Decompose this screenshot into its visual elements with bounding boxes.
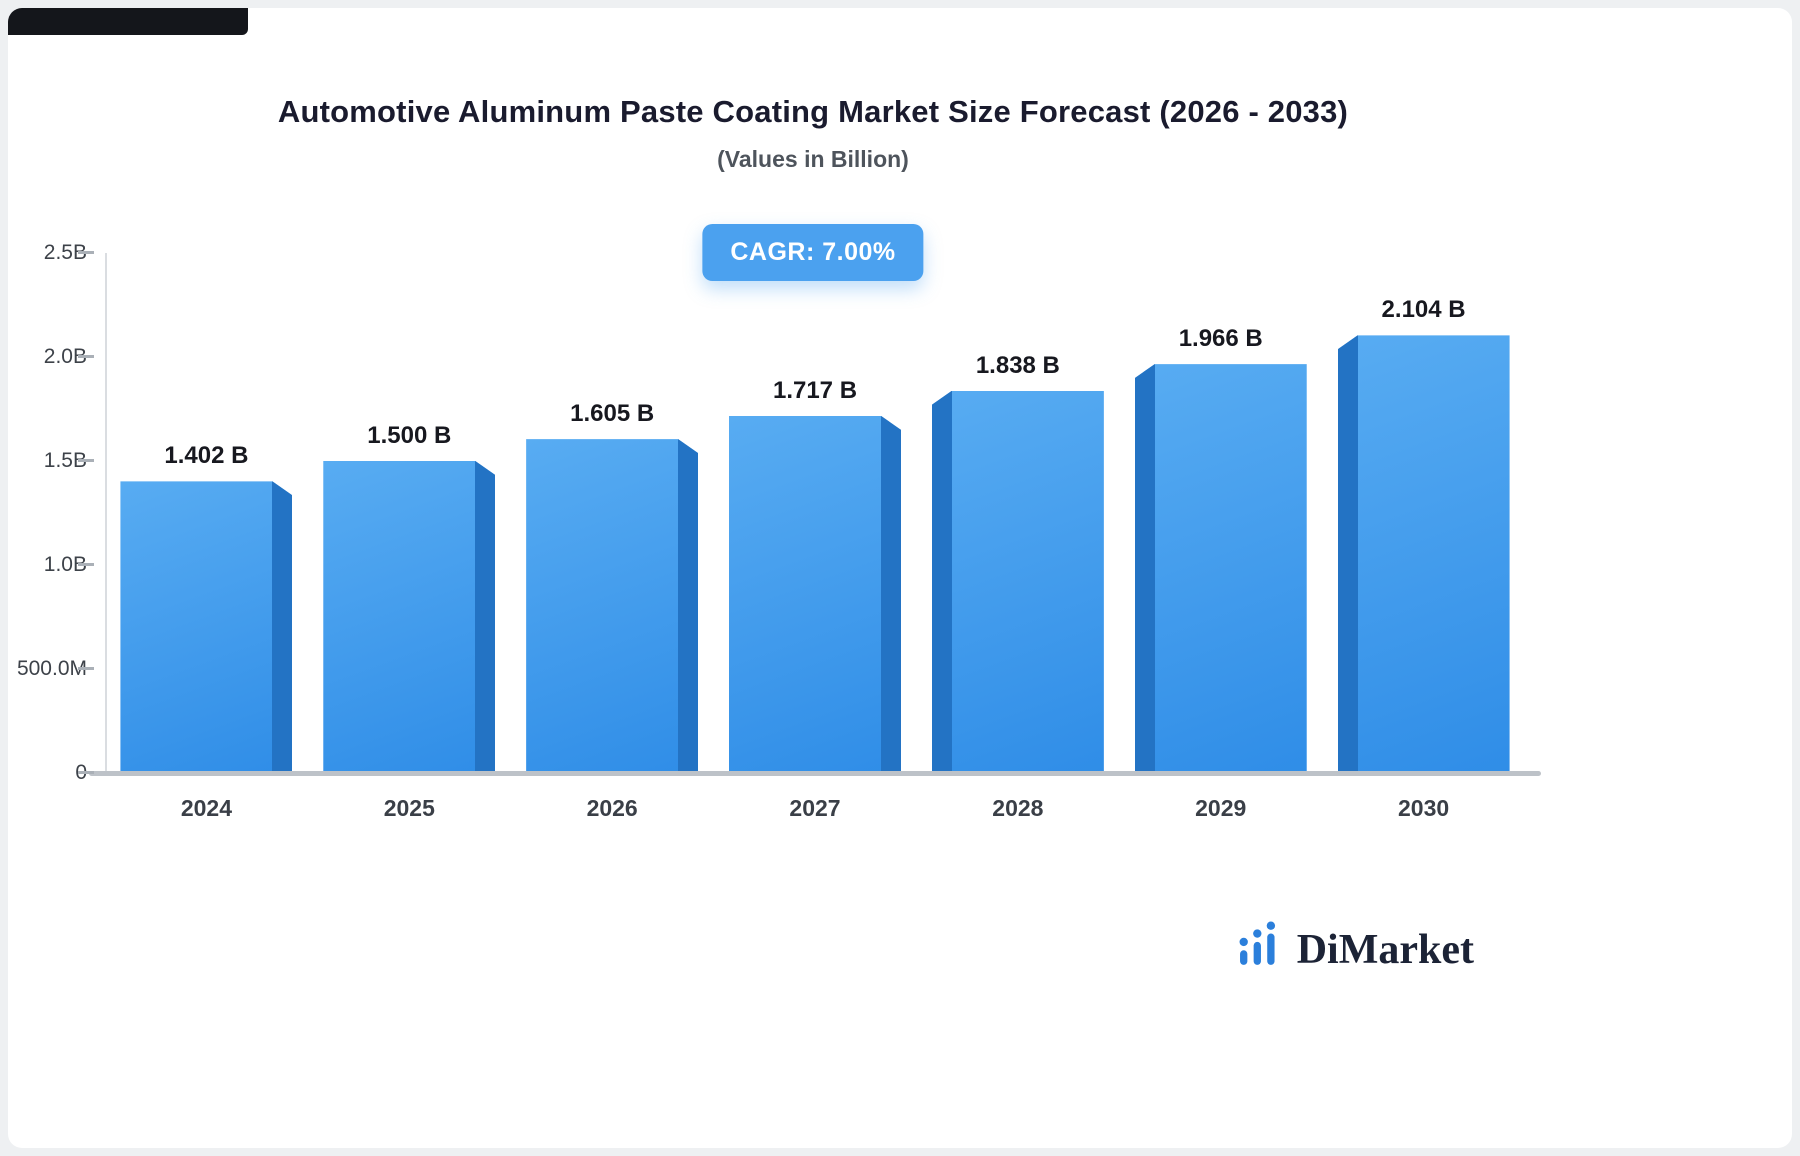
plot-area: 1.402 B 1.500 B 1.605 B 1.717 B 1.838 B 1.966… [17, 242, 1541, 821]
bar-2028 [931, 390, 1104, 773]
y-axis-tick-mark [78, 459, 94, 462]
y-axis-tick-label: 500.0M [16, 657, 87, 680]
bar-2030 [1337, 335, 1510, 773]
logo-text: DiMarket [1296, 927, 1474, 973]
bar-2025 [323, 461, 495, 773]
bar-slot: 1.500 B [308, 422, 511, 773]
dimarket-logo: DiMarket [1239, 921, 1474, 972]
x-axis-labels: 2024 2025 2026 2027 2028 2029 2030 [105, 795, 1525, 822]
y-axis-tick-mark [78, 251, 94, 254]
bar-slot: 2.104 B [1322, 296, 1525, 773]
bars-container: 1.402 B 1.500 B 1.605 B 1.717 B 1.838 B 1.966… [105, 253, 1525, 773]
bar-chart-logo-icon [1239, 921, 1285, 972]
y-axis-tick-mark [78, 355, 94, 358]
bar-slot: 1.717 B [714, 377, 917, 773]
cagr-badge: CAGR: 7.00% [702, 224, 924, 281]
y-axis-tick-label: 1.5B [43, 449, 87, 472]
x-axis-label: 2027 [789, 795, 841, 821]
bar-value-label: 1.966 B [1178, 325, 1263, 353]
bar-2029 [1134, 364, 1307, 773]
bar-slot: 1.966 B [1119, 325, 1322, 773]
x-axis-baseline [89, 771, 1541, 776]
y-axis-tick-label: 1.0B [43, 553, 87, 576]
bar-value-label: 1.605 B [570, 400, 655, 428]
bar-2027 [729, 416, 901, 773]
y-axis-tick-mark [78, 667, 94, 670]
x-axis-label: 2030 [1398, 795, 1450, 821]
bar-slot: 1.838 B [916, 352, 1119, 773]
bar-value-label: 1.500 B [367, 422, 452, 449]
bar-value-label: 2.104 B [1381, 296, 1466, 324]
y-axis-tick-label: 0 [8, 762, 87, 784]
bar-slot: 1.402 B [105, 442, 308, 773]
chart-header: Automotive Aluminum Paste Coating Market… [103, 94, 1523, 173]
y-axis-tick-mark [78, 563, 94, 566]
bar-value-label: 1.838 B [975, 351, 1060, 379]
bar-2026 [526, 439, 698, 773]
bar-2024 [120, 481, 292, 773]
y-axis-line [105, 253, 107, 773]
chart-title: Automotive Aluminum Paste Coating Market… [277, 94, 1349, 129]
x-axis-label: 2028 [992, 795, 1044, 821]
chart-subtitle: (Values in Billion) [717, 146, 909, 172]
y-axis-tick-label: 2.5B [43, 241, 87, 264]
y-axis-tick-label: 2.0B [43, 345, 87, 368]
y-axis-tick-mark [78, 771, 94, 774]
top-left-dark-strip [8, 8, 248, 35]
x-axis-label: 2026 [586, 795, 638, 821]
x-axis-label: 2024 [180, 795, 233, 821]
chart-card: Automotive Aluminum Paste Coating Market… [8, 8, 1792, 1148]
bar-slot: 1.605 B [511, 400, 714, 773]
bar-value-label: 1.402 B [164, 442, 249, 470]
x-axis-label: 2029 [1195, 795, 1247, 821]
bar-value-label: 1.717 B [772, 376, 858, 404]
x-axis-label: 2025 [383, 795, 435, 821]
